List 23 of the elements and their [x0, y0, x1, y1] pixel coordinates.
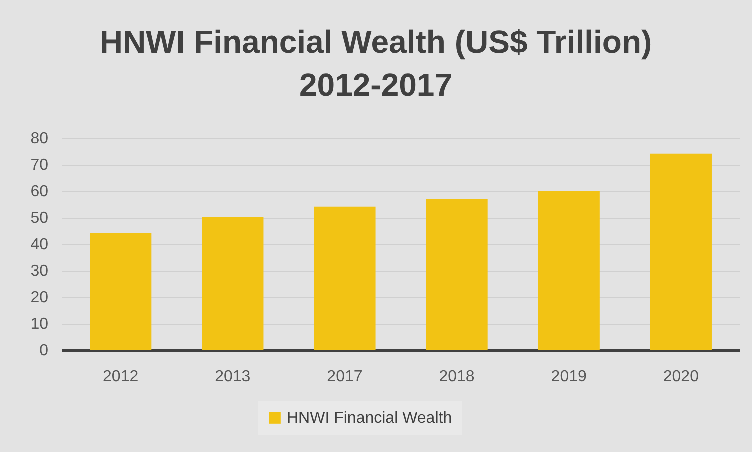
x-tick-label: 2012: [103, 368, 139, 386]
y-tick-label: 0: [40, 342, 49, 360]
y-tick-label: 50: [30, 210, 49, 227]
y-tick-label: 60: [30, 184, 49, 200]
bar: [90, 233, 152, 350]
x-tick-label: 2018: [439, 368, 475, 386]
bar: [426, 198, 488, 350]
bar: [202, 218, 264, 350]
y-tick-label: 10: [30, 316, 49, 333]
y-tick-label: 80: [30, 130, 49, 148]
x-tick-label: 2019: [551, 368, 587, 386]
y-tick-label: 20: [30, 290, 49, 306]
bar: [314, 206, 376, 350]
chart-title: HNWI Financial Wealth (US$ Trillion) 2012-2017: [100, 24, 652, 103]
bar: [538, 191, 600, 350]
x-tick-label: 2017: [327, 368, 363, 386]
bar: [650, 154, 712, 350]
y-tick-label: 30: [30, 263, 49, 280]
x-tick-label: 2020: [663, 368, 700, 386]
legend-label: HNWI Financial Wealth: [287, 410, 452, 427]
y-tick-label: 70: [30, 157, 49, 174]
x-tick-label: 2013: [215, 368, 251, 386]
y-tick-label: 40: [30, 236, 49, 254]
